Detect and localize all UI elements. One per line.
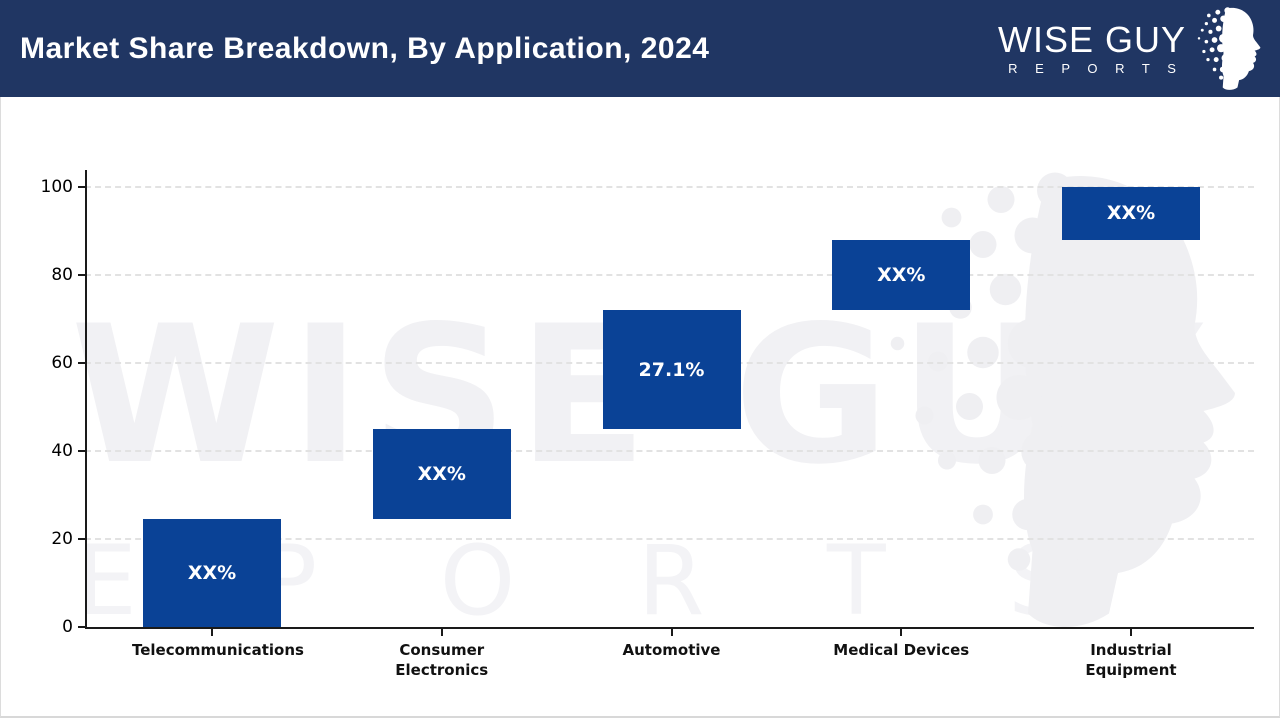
x-category-label: Medical Devices: [833, 641, 970, 659]
y-axis-tick: [78, 626, 85, 628]
bar: XX%: [1062, 187, 1200, 240]
page-title: Market Share Breakdown, By Application, …: [20, 31, 710, 65]
y-gridline: [85, 274, 1254, 276]
bar-value-label: XX%: [187, 562, 237, 585]
bar-value-label: 27.1%: [638, 358, 705, 381]
y-tick-label: 80: [51, 265, 73, 285]
y-tick-label: 40: [51, 441, 73, 461]
bar: XX%: [832, 239, 971, 311]
x-axis-line: [85, 627, 1254, 629]
bar: 27.1%: [602, 310, 741, 430]
logo-wordmark: WISE GUY R E P O R T S: [997, 19, 1186, 77]
y-tick-label: 100: [40, 177, 73, 197]
x-category-label: Telecommunications: [132, 641, 304, 659]
logo-wordmark-line1: WISE GUY: [997, 19, 1186, 60]
y-axis-tick: [78, 186, 85, 188]
x-axis-tick: [670, 629, 673, 636]
y-axis-tick: [78, 362, 85, 364]
bar-value-label: XX%: [417, 463, 466, 486]
bar-value-label: XX%: [877, 263, 926, 286]
y-gridline: [85, 538, 1254, 540]
header-band: Market Share Breakdown, By Application, …: [0, 0, 1280, 97]
y-gridline: [85, 450, 1254, 452]
y-axis-line: [85, 170, 87, 629]
bar-value-label: XX%: [1106, 202, 1156, 225]
x-category-label: Industrial Equipment: [1085, 641, 1177, 680]
y-axis-tick: [78, 450, 85, 452]
dotted-head-profile-icon: [1197, 7, 1261, 90]
bar: XX%: [372, 429, 511, 520]
x-category-label: Automotive: [622, 641, 721, 659]
x-axis-tick: [1130, 629, 1132, 636]
x-axis-tick: [900, 629, 903, 636]
x-category-label: Consumer Electronics: [395, 641, 489, 680]
waterfall-plot-area: 0 20 40 60 80 100 XX% Telecommunications XX% Cons…: [1, 97, 1279, 716]
y-gridline: [85, 186, 1254, 188]
chart-card: WISE GUY R E P O R T S 020406080100XX%Te…: [0, 97, 1280, 718]
wise-guy-reports-logo: WISE GUY R E P O R T S: [998, 4, 1272, 94]
x-axis-tick: [440, 629, 443, 636]
y-axis-tick: [78, 538, 85, 540]
logo-wordmark-line2: R E P O R T S: [1008, 61, 1183, 76]
y-axis-tick: [78, 274, 85, 276]
x-axis-tick: [211, 629, 213, 636]
y-tick-label: 0: [62, 617, 73, 637]
y-tick-label: 60: [51, 353, 73, 373]
bar: XX%: [143, 519, 281, 627]
y-tick-label: 20: [51, 529, 73, 549]
